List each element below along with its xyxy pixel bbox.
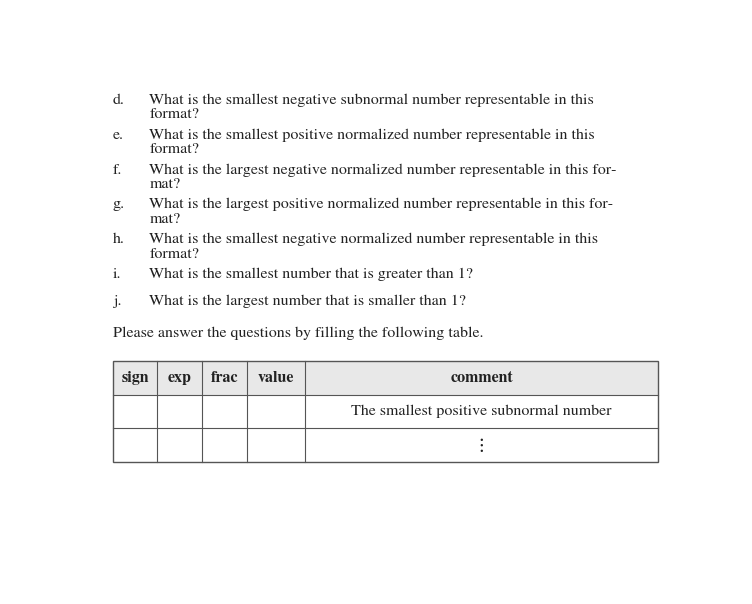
Text: f.: f. bbox=[113, 163, 122, 176]
Text: What is the smallest positive normalized number representable in this: What is the smallest positive normalized… bbox=[150, 128, 595, 142]
Text: e.: e. bbox=[113, 128, 123, 142]
Bar bbox=[113, 361, 658, 395]
Text: What is the smallest negative subnormal number representable in this: What is the smallest negative subnormal … bbox=[150, 94, 594, 107]
Text: What is the smallest negative normalized number representable in this: What is the smallest negative normalized… bbox=[150, 233, 599, 246]
Text: g.: g. bbox=[113, 198, 125, 211]
Text: format?: format? bbox=[150, 108, 199, 121]
Text: What is the largest positive normalized number representable in this for-: What is the largest positive normalized … bbox=[150, 198, 614, 211]
Text: ⋮: ⋮ bbox=[477, 437, 487, 454]
Text: i.: i. bbox=[113, 268, 121, 281]
Text: mat?: mat? bbox=[150, 178, 180, 191]
Text: mat?: mat? bbox=[150, 213, 180, 226]
Text: What is the largest negative normalized number representable in this for-: What is the largest negative normalized … bbox=[150, 163, 617, 176]
Text: What is the largest number that is smaller than 1?: What is the largest number that is small… bbox=[150, 295, 466, 308]
Text: j.: j. bbox=[113, 295, 121, 308]
Text: Please answer the questions by filling the following table.: Please answer the questions by filling t… bbox=[113, 326, 483, 340]
Text: What is the smallest number that is greater than 1?: What is the smallest number that is grea… bbox=[150, 268, 473, 281]
Text: format?: format? bbox=[150, 143, 199, 156]
Text: exp: exp bbox=[168, 371, 192, 385]
Text: d.: d. bbox=[113, 94, 125, 107]
Text: value: value bbox=[258, 371, 294, 385]
Text: comment: comment bbox=[450, 371, 513, 385]
Text: frac: frac bbox=[211, 371, 238, 385]
Text: format?: format? bbox=[150, 248, 199, 261]
Text: The smallest positive subnormal number: The smallest positive subnormal number bbox=[351, 405, 612, 418]
Text: sign: sign bbox=[121, 371, 149, 385]
Text: h.: h. bbox=[113, 233, 125, 246]
